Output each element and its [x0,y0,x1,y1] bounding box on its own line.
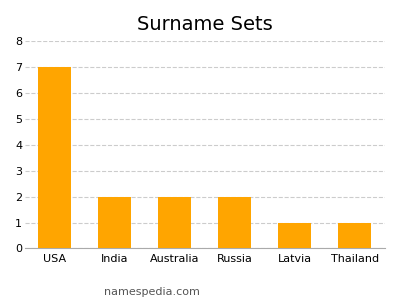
Text: namespedia.com: namespedia.com [104,287,200,297]
Bar [158,196,192,248]
Bar [338,223,372,248]
Bar [278,223,312,248]
Bar [218,196,252,248]
Bar [38,67,72,248]
Title: Surname Sets: Surname Sets [137,15,273,34]
Bar [98,196,132,248]
